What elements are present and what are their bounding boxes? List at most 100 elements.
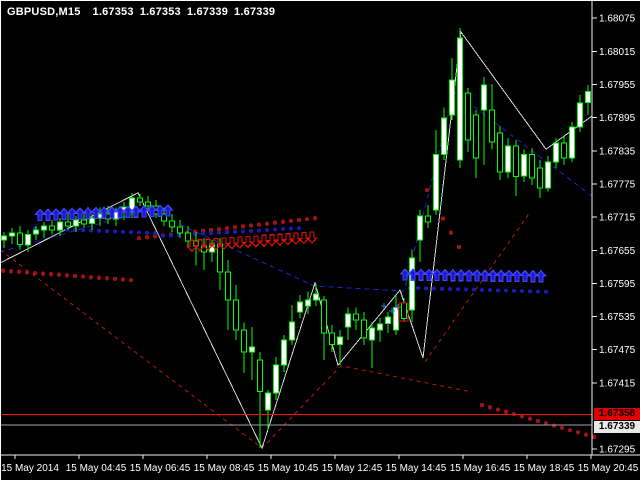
time-axis[interactable] (0, 455, 640, 480)
maroon-indicator-dot (72, 273, 78, 279)
navy-indicator-dot (464, 287, 468, 292)
price-tick-label: 1.67295 (599, 445, 636, 456)
candle (33, 229, 39, 235)
maroon-indicator-dot (256, 222, 262, 227)
navy-indicator-dot (528, 289, 532, 294)
maroon-indicator-dot (32, 270, 38, 276)
navy-indicator-dot (249, 228, 253, 233)
maroon-indicator-dot (519, 414, 525, 419)
candle (353, 313, 359, 321)
maroon-indicator-dot (144, 235, 150, 240)
maroon-indicator-dot (128, 277, 134, 283)
maroon-indicator-dot (104, 276, 110, 281)
window-frame-left (0, 0, 1, 480)
candle (345, 313, 351, 328)
candle (537, 167, 543, 189)
navy-indicator-dot (456, 287, 460, 292)
candle (17, 232, 23, 246)
navy-indicator-dot (432, 286, 436, 291)
candle (545, 161, 551, 189)
price-tick-label: 1.67835 (599, 146, 636, 157)
maroon-indicator-dot (288, 218, 294, 224)
candle (409, 257, 415, 311)
navy-indicator-dot (544, 289, 548, 294)
candle (161, 213, 167, 222)
candle (57, 221, 63, 231)
candle (81, 219, 87, 225)
trendlines-layer (0, 90, 593, 449)
navy-indicator-dot (520, 289, 524, 293)
navy-indicator-dot (153, 231, 157, 236)
time-tick-label: 15 May 12:45 (322, 463, 383, 474)
maroon-indicator-dot (535, 418, 541, 424)
candle (49, 225, 55, 231)
navy-indicator-dot (297, 226, 301, 231)
candle (417, 215, 423, 241)
blue-dashed-trendline (0, 90, 593, 292)
candle (233, 299, 239, 331)
maroon-indicator-dot (224, 226, 230, 231)
navy-indicator-dot (536, 289, 540, 294)
price-tick-label: 1.67655 (599, 246, 636, 257)
candle (145, 201, 151, 207)
candle (401, 302, 407, 319)
navy-indicator-dot (504, 288, 508, 293)
price-tick-label: 1.67715 (599, 213, 636, 224)
candle (577, 102, 583, 128)
maroon-indicator-dot (208, 227, 214, 233)
bid-price-badge: 1.67339 (594, 421, 640, 433)
maroon-indicator-dot (272, 220, 278, 225)
navy-indicator-dot (273, 227, 277, 232)
time-tick-label: 15 May 10:45 (258, 463, 319, 474)
ask-price-badge: 1.67358 (594, 408, 640, 420)
navy-indicator-dot (416, 286, 420, 291)
symbol-timeframe-label: GBPUSD,M15 (7, 6, 81, 18)
time-tick-label: 15 May 2014 (1, 463, 59, 474)
blue-up-arrow (42, 208, 54, 221)
maroon-indicator-dot (527, 416, 533, 421)
navy-indicator-dot (145, 230, 149, 235)
navy-indicator-dot (488, 288, 492, 293)
candle (553, 142, 559, 163)
price-tick-label: 1.68075 (599, 14, 636, 25)
price-tick-label: 1.68015 (599, 47, 636, 58)
navy-indicator-dot (201, 231, 205, 236)
blue-plus-marker (389, 308, 395, 315)
navy-indicator-dot (161, 233, 165, 238)
quote-open: 1.67353 (92, 6, 134, 18)
price-axis[interactable] (592, 0, 640, 455)
candle (369, 327, 375, 341)
price-tick-label: 1.67475 (599, 345, 636, 356)
time-tick-label: 15 May 04:45 (66, 463, 127, 474)
navy-indicator-dot (137, 230, 141, 235)
candle (41, 225, 47, 231)
candle (561, 142, 567, 159)
navy-indicator-dot (472, 287, 476, 292)
candle (297, 301, 303, 313)
maroon-indicator-dot (232, 225, 238, 230)
candle (481, 84, 487, 111)
time-tick-label: 15 May 08:45 (194, 463, 255, 474)
candles-layer (1, 28, 591, 449)
candle (321, 299, 327, 334)
candle (313, 293, 319, 301)
maroon-indicator-dot (487, 405, 493, 410)
candle (377, 323, 383, 331)
price-tick-label: 1.67535 (599, 312, 636, 323)
maroon-indicator-dot (503, 409, 509, 414)
blue-up-arrow (535, 269, 547, 283)
price-tick-label: 1.67775 (599, 180, 636, 191)
price-tick-label: 1.67895 (599, 113, 636, 124)
maroon-indicator-dot (24, 270, 30, 275)
maroon-indicator-dot (551, 423, 557, 428)
candle (361, 319, 367, 339)
navy-indicator-dot (289, 226, 293, 231)
maroon-indicator-dot (152, 234, 158, 239)
candle (505, 145, 511, 173)
candle (457, 37, 463, 161)
maroon-indicator-dot (567, 427, 573, 433)
red-highlight-box (398, 302, 409, 322)
maroon-indicator-dot (216, 226, 222, 232)
candle (89, 217, 95, 225)
